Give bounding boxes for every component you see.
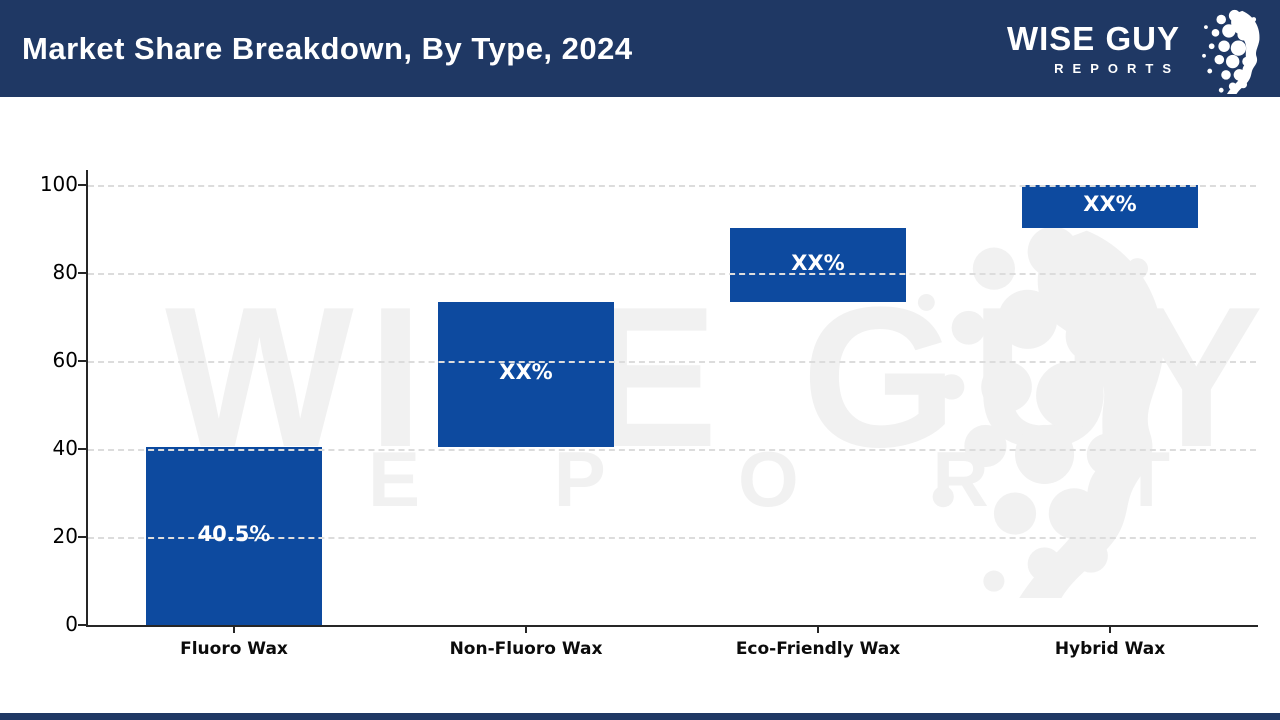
bar-non-fluoro-wax — [438, 301, 614, 447]
gridline — [88, 537, 1256, 539]
y-tick-mark — [78, 360, 86, 362]
x-tick-mark — [817, 627, 819, 633]
y-tick-label: 20 — [52, 524, 78, 548]
category-label: Fluoro Wax — [180, 639, 288, 659]
plot-area: 40.5% Fluoro Wax XX% Non-Fluoro Wax XX% Eco-F… — [0, 97, 1280, 713]
category-label: Hybrid Wax — [1054, 639, 1166, 659]
category-label: Non-Fluoro Wax — [449, 639, 603, 659]
gridline — [88, 449, 1256, 451]
y-tick-mark — [78, 536, 86, 538]
x-tick-mark — [233, 627, 235, 633]
x-axis-line — [86, 625, 1258, 627]
gridline — [88, 361, 1256, 363]
y-tick-label: 80 — [52, 260, 78, 284]
wise-guy-reports-logo: WISE GUY REPORTS — [1007, 6, 1268, 94]
bar-value-label: XX% — [791, 250, 845, 275]
category-label: Eco-Friendly Wax — [735, 639, 901, 659]
footer-band — [0, 713, 1280, 720]
bar-value-label: 40.5% — [197, 521, 271, 546]
y-tick-label: 100 — [39, 172, 78, 196]
x-tick-mark — [1109, 627, 1111, 633]
y-tick-label: 60 — [52, 348, 78, 372]
logo-subtitle: REPORTS — [1054, 61, 1180, 76]
gridline — [88, 273, 1256, 275]
y-tick-mark — [78, 624, 86, 626]
y-tick-mark — [78, 184, 86, 186]
bar-fluoro-wax — [146, 446, 322, 625]
logo-text: WISE GUY REPORTS — [1007, 22, 1180, 76]
bar-value-label: XX% — [1083, 192, 1137, 217]
bar-eco-friendly-wax — [730, 227, 906, 302]
bar-value-label: XX% — [499, 360, 553, 385]
bar-hybrid-wax — [1022, 185, 1198, 228]
header-band: Market Share Breakdown, By Type, 2024 WI… — [0, 0, 1280, 97]
logo-wordmark: WISE GUY — [1006, 20, 1180, 57]
logo-head-dots-icon — [1202, 9, 1260, 94]
y-axis-line — [86, 170, 88, 627]
y-tick-label: 0 — [65, 612, 78, 636]
page-title: Market Share Breakdown, By Type, 2024 — [22, 30, 633, 66]
y-tick-mark — [78, 272, 86, 274]
x-tick-mark — [525, 627, 527, 633]
y-tick-label: 40 — [52, 436, 78, 460]
gridline — [88, 185, 1256, 187]
y-tick-mark — [78, 448, 86, 450]
